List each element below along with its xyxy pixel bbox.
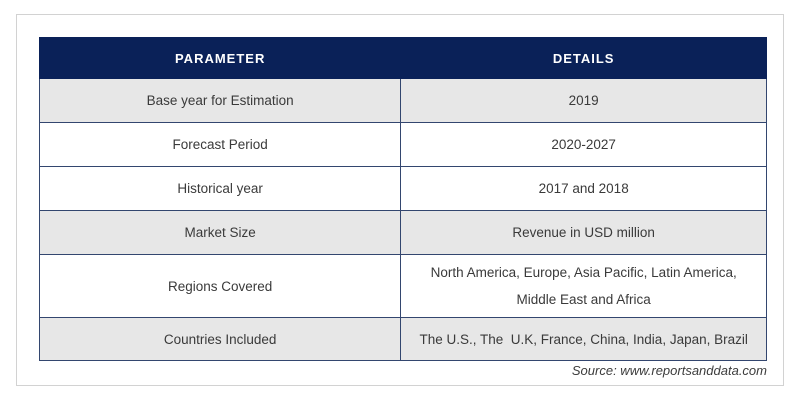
header-cell-details: DETAILS: [400, 37, 767, 79]
parameter-cell: Forecast Period: [38, 122, 402, 167]
details-cell: The U.S., The U.K, France, China, India,…: [400, 317, 767, 361]
table-row: Regions Covered North America, Europe, A…: [38, 254, 767, 318]
table-row: Countries Included The U.S., The U.K, Fr…: [38, 317, 767, 361]
table-header-row: PARAMETER DETAILS: [38, 37, 767, 79]
table-row: Forecast Period 2020-2027: [38, 122, 767, 167]
details-cell: North America, Europe, Asia Pacific, Lat…: [400, 254, 767, 318]
table-row: Base year for Estimation 2019: [38, 78, 767, 123]
parameter-cell: Base year for Estimation: [38, 78, 402, 123]
parameter-details-table-wrapper: PARAMETER DETAILS Base year for Estimati…: [38, 37, 767, 361]
details-cell: Revenue in USD million: [400, 210, 767, 255]
details-cell: 2020-2027: [400, 122, 767, 167]
parameter-cell: Market Size: [38, 210, 402, 255]
table-row: Market Size Revenue in USD million: [38, 210, 767, 255]
details-cell: 2017 and 2018: [400, 166, 767, 211]
header-cell-parameter: PARAMETER: [38, 37, 402, 79]
parameter-cell: Historical year: [38, 166, 402, 211]
details-cell: 2019: [400, 78, 767, 123]
parameter-cell: Countries Included: [38, 317, 402, 361]
parameter-details-table: PARAMETER DETAILS Base year for Estimati…: [38, 37, 767, 361]
parameter-cell: Regions Covered: [38, 254, 402, 318]
table-row: Historical year 2017 and 2018: [38, 166, 767, 211]
details-text: North America, Europe, Asia Pacific, Lat…: [430, 265, 741, 307]
source-attribution: Source: www.reportsanddata.com: [571, 363, 767, 378]
report-scope-card: PARAMETER DETAILS Base year for Estimati…: [16, 14, 784, 386]
